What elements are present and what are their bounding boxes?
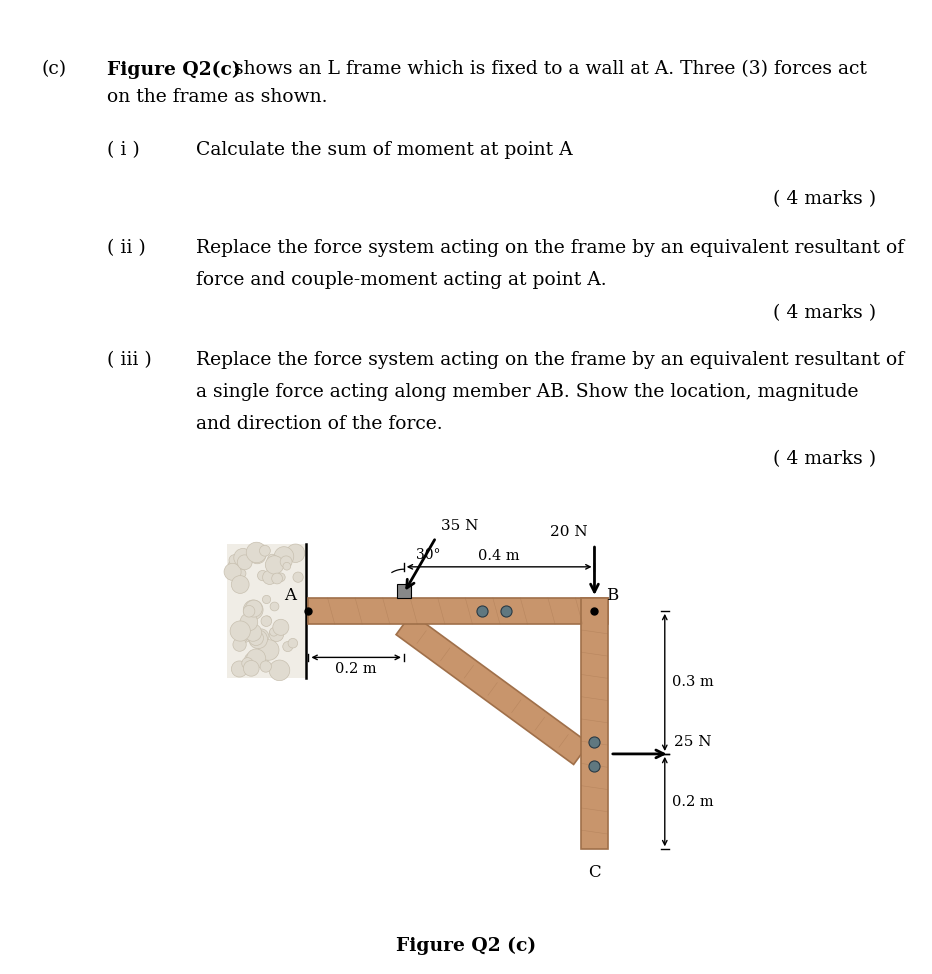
- Circle shape: [249, 630, 267, 649]
- Polygon shape: [396, 614, 589, 765]
- Text: C: C: [588, 864, 601, 880]
- Text: Figure Q2 (c): Figure Q2 (c): [396, 936, 536, 955]
- Text: force and couple-moment acting at point A.: force and couple-moment acting at point …: [196, 271, 607, 288]
- Polygon shape: [582, 598, 608, 849]
- Circle shape: [254, 651, 268, 665]
- Circle shape: [230, 621, 251, 641]
- Circle shape: [243, 600, 263, 619]
- Circle shape: [269, 627, 283, 642]
- Circle shape: [257, 571, 267, 581]
- Text: 0.4 m: 0.4 m: [478, 549, 520, 563]
- Circle shape: [243, 606, 254, 618]
- Circle shape: [258, 640, 279, 660]
- Circle shape: [293, 572, 303, 582]
- Text: ( ii ): ( ii ): [107, 239, 146, 256]
- Text: A: A: [284, 586, 296, 604]
- Circle shape: [231, 661, 248, 677]
- Circle shape: [240, 661, 252, 673]
- Circle shape: [259, 545, 270, 556]
- Circle shape: [270, 602, 279, 611]
- Text: and direction of the force.: and direction of the force.: [196, 415, 443, 432]
- Circle shape: [238, 569, 246, 578]
- Circle shape: [273, 619, 289, 635]
- Circle shape: [260, 660, 271, 672]
- Circle shape: [263, 595, 270, 604]
- Circle shape: [244, 653, 261, 669]
- Polygon shape: [397, 583, 411, 598]
- Text: 0.2 m: 0.2 m: [336, 662, 377, 676]
- Circle shape: [247, 649, 266, 668]
- Polygon shape: [308, 598, 608, 624]
- Text: 20 N: 20 N: [550, 525, 587, 540]
- Circle shape: [237, 628, 252, 643]
- Circle shape: [267, 649, 277, 658]
- Circle shape: [229, 554, 240, 566]
- Text: 35 N: 35 N: [441, 518, 478, 533]
- Circle shape: [235, 630, 248, 643]
- Text: Figure Q2(c): Figure Q2(c): [107, 60, 240, 79]
- Text: (c): (c): [42, 60, 67, 78]
- Text: shows an L frame which is fixed to a wall at A. Three (3) forces act: shows an L frame which is fixed to a wal…: [228, 60, 867, 78]
- Text: 25 N: 25 N: [675, 735, 712, 749]
- Circle shape: [269, 627, 278, 636]
- Circle shape: [244, 624, 262, 641]
- Circle shape: [263, 570, 277, 584]
- Circle shape: [272, 573, 282, 583]
- Circle shape: [246, 543, 267, 563]
- Text: a single force acting along member AB. Show the location, magnitude: a single force acting along member AB. S…: [196, 383, 858, 400]
- Circle shape: [245, 600, 262, 618]
- Polygon shape: [227, 544, 306, 678]
- Circle shape: [267, 556, 281, 570]
- Text: B: B: [607, 586, 619, 604]
- Circle shape: [241, 657, 254, 669]
- Text: Replace the force system acting on the frame by an equivalent resultant of: Replace the force system acting on the f…: [196, 239, 904, 256]
- Circle shape: [254, 629, 269, 645]
- Circle shape: [268, 648, 277, 656]
- Circle shape: [263, 616, 271, 624]
- Circle shape: [234, 548, 253, 567]
- Text: 30°: 30°: [416, 548, 440, 562]
- Circle shape: [233, 638, 246, 652]
- Circle shape: [274, 546, 294, 566]
- Text: 0.3 m: 0.3 m: [672, 675, 714, 690]
- Circle shape: [277, 573, 285, 581]
- Circle shape: [224, 563, 241, 581]
- Text: Replace the force system acting on the frame by an equivalent resultant of: Replace the force system acting on the f…: [196, 351, 904, 368]
- Circle shape: [249, 630, 264, 646]
- Text: ( 4 marks ): ( 4 marks ): [773, 450, 876, 468]
- Text: ( iii ): ( iii ): [107, 351, 152, 368]
- Circle shape: [228, 558, 244, 574]
- Circle shape: [281, 556, 292, 568]
- Text: on the frame as shown.: on the frame as shown.: [107, 88, 328, 105]
- Circle shape: [231, 576, 249, 593]
- Circle shape: [249, 546, 266, 564]
- Circle shape: [269, 660, 290, 681]
- Circle shape: [238, 555, 252, 570]
- Text: 0.2 m: 0.2 m: [672, 795, 714, 808]
- Circle shape: [267, 554, 277, 563]
- Circle shape: [243, 660, 259, 676]
- Circle shape: [283, 562, 291, 570]
- Circle shape: [286, 544, 305, 562]
- Text: ( i ): ( i ): [107, 141, 140, 159]
- Circle shape: [240, 614, 258, 631]
- Circle shape: [266, 556, 283, 574]
- Text: Calculate the sum of moment at point A: Calculate the sum of moment at point A: [196, 141, 572, 159]
- Circle shape: [261, 616, 271, 626]
- Circle shape: [288, 638, 297, 648]
- Circle shape: [282, 642, 293, 652]
- Text: ( 4 marks ): ( 4 marks ): [773, 190, 876, 207]
- Text: ( 4 marks ): ( 4 marks ): [773, 304, 876, 321]
